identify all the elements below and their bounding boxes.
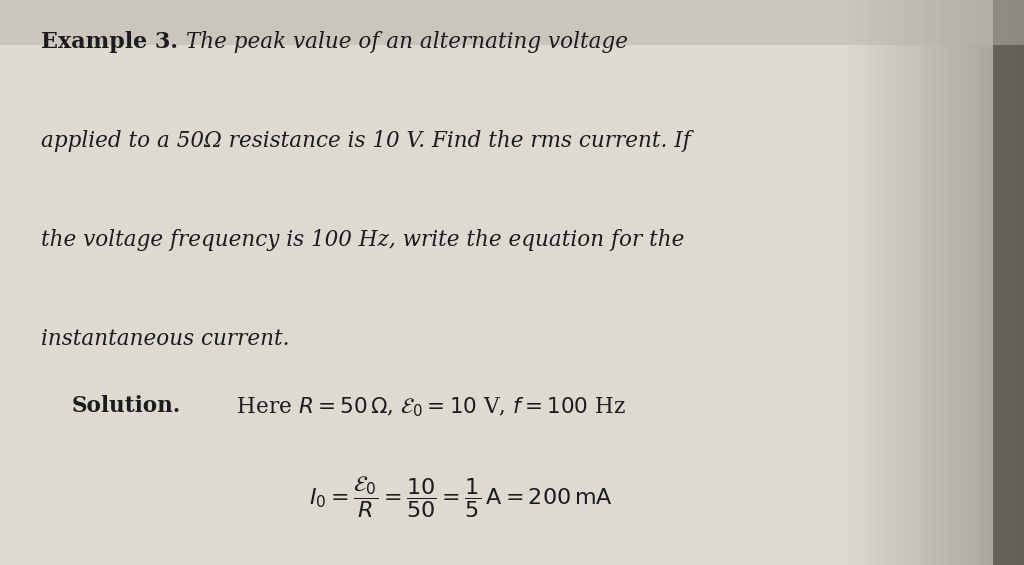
Bar bbox=[840, 0, 849, 565]
Bar bbox=[959, 0, 969, 565]
Bar bbox=[886, 0, 895, 565]
Bar bbox=[978, 0, 987, 565]
Bar bbox=[1006, 0, 1015, 565]
Bar bbox=[913, 0, 923, 565]
Bar bbox=[877, 0, 886, 565]
Bar bbox=[969, 0, 978, 565]
Bar bbox=[1015, 0, 1024, 565]
Bar bbox=[950, 0, 959, 565]
Text: applied to a 50Ω resistance is 10 V. Find the rms current. If: applied to a 50Ω resistance is 10 V. Fin… bbox=[41, 130, 691, 152]
Bar bbox=[895, 0, 904, 565]
Text: instantaneous current.: instantaneous current. bbox=[41, 328, 290, 350]
Bar bbox=[993, 0, 1024, 565]
Bar bbox=[858, 0, 867, 565]
Text: Here $R=50\,\Omega$, $\mathcal{E}_0=10$ V, $f=100$ Hz: Here $R=50\,\Omega$, $\mathcal{E}_0=10$ … bbox=[230, 396, 626, 419]
Text: Solution.: Solution. bbox=[72, 396, 181, 418]
Text: $I_0=\dfrac{\mathcal{E}_0}{R}=\dfrac{10}{50}=\dfrac{1}{5}\,\mathrm{A}=200\,\math: $I_0=\dfrac{\mathcal{E}_0}{R}=\dfrac{10}… bbox=[309, 475, 612, 520]
Bar bbox=[996, 0, 1006, 565]
Bar bbox=[932, 0, 941, 565]
Bar bbox=[0, 0, 1024, 45]
Bar bbox=[987, 0, 996, 565]
Text: the voltage frequency is 100 Hz, write the equation for the: the voltage frequency is 100 Hz, write t… bbox=[41, 229, 684, 251]
Bar bbox=[923, 0, 932, 565]
Text: Example 3.: Example 3. bbox=[41, 31, 178, 53]
Bar bbox=[849, 0, 858, 565]
Bar bbox=[867, 0, 877, 565]
Text: The peak value of an alternating voltage: The peak value of an alternating voltage bbox=[179, 31, 628, 53]
Bar bbox=[941, 0, 950, 565]
Bar bbox=[904, 0, 913, 565]
